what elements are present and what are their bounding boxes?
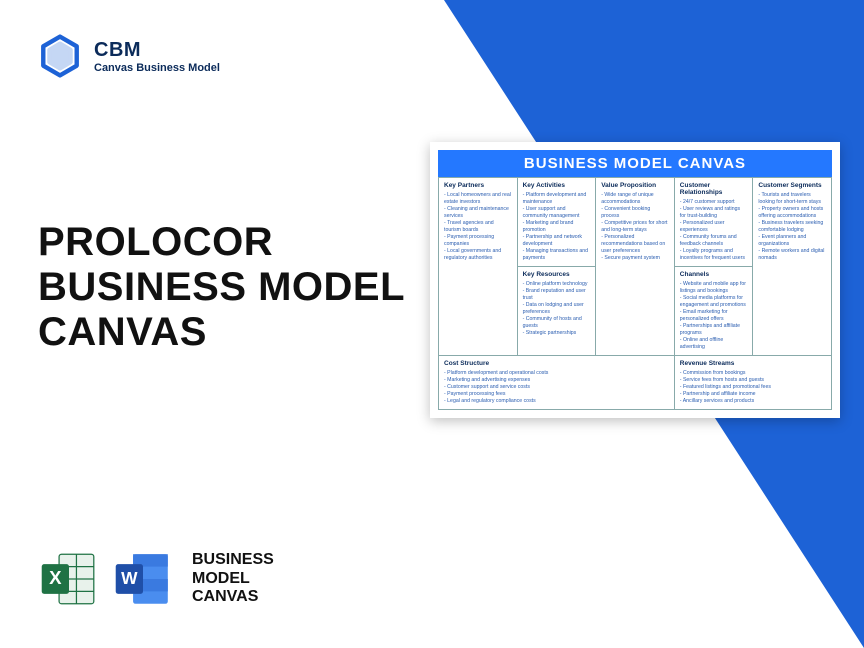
canvas-title: BUSINESS MODEL CANVAS <box>438 150 832 177</box>
cell-key-activities: Key Activities Platform development and … <box>518 178 597 267</box>
cell-revenue-streams: Revenue Streams Commission from bookings… <box>675 356 832 410</box>
brand-logo-block: CBM Canvas Business Model <box>38 34 220 78</box>
items-channels: Website and mobile app for listings and … <box>680 281 748 351</box>
label-customer-relationships: Customer Relationships <box>680 182 748 196</box>
title-line-2: BUSINESS MODEL <box>38 265 405 310</box>
cell-cost-structure: Cost Structure Platform development and … <box>439 356 675 410</box>
cell-key-resources: Key Resources Online platform technology… <box>518 267 597 356</box>
items-revenue-streams: Commission from bookingsService fees fro… <box>680 370 826 405</box>
label-value-proposition: Value Proposition <box>601 182 669 189</box>
items-value-proposition: Wide range of unique accommodationsConve… <box>601 192 669 262</box>
items-key-resources: Online platform technologyBrand reputati… <box>523 281 591 337</box>
cell-value-proposition: Value Proposition Wide range of unique a… <box>596 178 675 356</box>
items-key-activities: Platform development and maintenanceUser… <box>523 192 591 262</box>
cell-customer-segments: Customer Segments Tourists and travelers… <box>753 178 832 356</box>
brand-text: CBM Canvas Business Model <box>94 39 220 74</box>
formats-label-2: MODEL <box>192 570 274 588</box>
formats-label-1: BUSINESS <box>192 551 274 569</box>
svg-text:X: X <box>49 567 62 588</box>
formats-label-3: CANVAS <box>192 588 274 606</box>
formats-label: BUSINESS MODEL CANVAS <box>192 551 274 606</box>
cell-key-partners: Key Partners Local homeowners and real e… <box>439 178 518 356</box>
canvas-preview-card: BUSINESS MODEL CANVAS Key Partners Local… <box>430 142 840 418</box>
svg-text:W: W <box>121 568 138 588</box>
word-icon: W <box>112 548 174 610</box>
label-key-resources: Key Resources <box>523 271 591 278</box>
label-channels: Channels <box>680 271 748 278</box>
items-customer-segments: Tourists and travelers looking for short… <box>758 192 826 262</box>
brand-abbr: CBM <box>94 39 220 62</box>
cbm-logo-icon <box>38 34 82 78</box>
page-title: PROLOCOR BUSINESS MODEL CANVAS <box>38 220 405 354</box>
label-key-activities: Key Activities <box>523 182 591 189</box>
excel-icon: X <box>38 548 100 610</box>
title-line-3: CANVAS <box>38 310 405 355</box>
formats-row: X W BUSINESS MODEL CANVAS <box>38 548 274 610</box>
items-key-partners: Local homeowners and real estate investo… <box>444 192 512 262</box>
cell-customer-relationships: Customer Relationships 24/7 customer sup… <box>675 178 754 267</box>
items-customer-relationships: 24/7 customer supportUser reviews and ra… <box>680 199 748 262</box>
canvas-grid: Key Partners Local homeowners and real e… <box>438 177 832 410</box>
cell-channels: Channels Website and mobile app for list… <box>675 267 754 356</box>
label-key-partners: Key Partners <box>444 182 512 189</box>
label-cost-structure: Cost Structure <box>444 360 669 367</box>
items-cost-structure: Platform development and operational cos… <box>444 370 669 405</box>
brand-fullname: Canvas Business Model <box>94 62 220 74</box>
label-revenue-streams: Revenue Streams <box>680 360 826 367</box>
title-line-1: PROLOCOR <box>38 220 405 265</box>
label-customer-segments: Customer Segments <box>758 182 826 189</box>
